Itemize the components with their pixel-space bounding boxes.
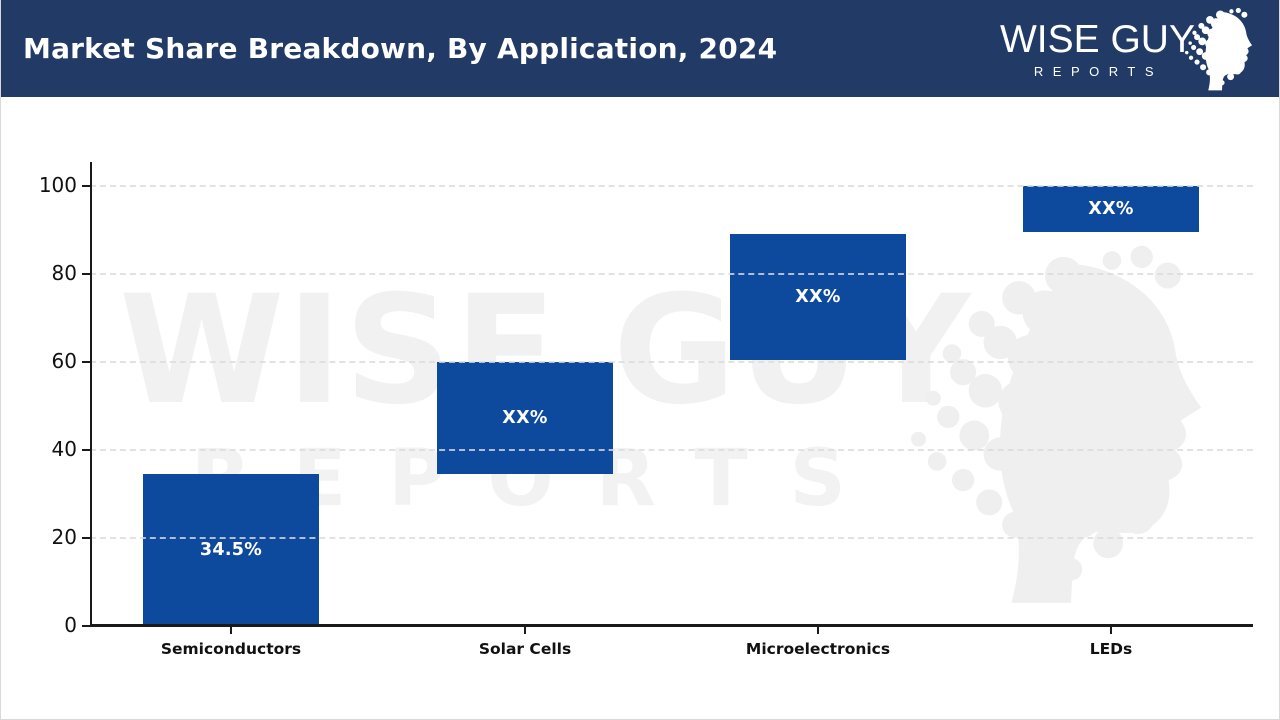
category-label-solar-cells: Solar Cells bbox=[478, 640, 572, 658]
header: Market Share Breakdown, By Application, … bbox=[1, 0, 1279, 97]
x-tick-mark-solar-cells bbox=[524, 627, 526, 634]
y-axis-line bbox=[90, 162, 92, 627]
x-axis-line bbox=[90, 624, 1253, 627]
bar-value-label-solar-cells: XX% bbox=[502, 408, 548, 429]
bar-value-label-leds: XX% bbox=[1088, 199, 1134, 220]
gridline-60 bbox=[90, 361, 1253, 363]
gridline-100 bbox=[90, 185, 1253, 187]
wiseguy-logo: WISE GUY REPORTS bbox=[1000, 7, 1265, 93]
page-title: Market Share Breakdown, By Application, … bbox=[23, 32, 778, 65]
y-tick-label-40: 40 bbox=[51, 437, 77, 461]
wiseguy-logo-text: WISE GUY REPORTS bbox=[1000, 20, 1195, 79]
bar-semiconductors: 34.5% bbox=[143, 474, 319, 626]
x-tick-mark-semiconductors bbox=[230, 627, 232, 634]
wiseguy-logo-wordmark: WISE GUY bbox=[999, 18, 1195, 61]
y-tick-label-60: 60 bbox=[51, 349, 77, 373]
gridline-80 bbox=[90, 273, 1253, 275]
y-tick-mark-80 bbox=[82, 273, 90, 275]
y-tick-mark-0 bbox=[82, 625, 90, 627]
y-tick-mark-20 bbox=[82, 537, 90, 539]
category-label-microelectronics: Microelectronics bbox=[745, 640, 891, 658]
gridline-40 bbox=[90, 449, 1253, 451]
gridline-20 bbox=[90, 537, 1253, 539]
category-label-semiconductors: Semiconductors bbox=[160, 640, 302, 658]
y-tick-label-20: 20 bbox=[51, 525, 77, 549]
bar-value-label-microelectronics: XX% bbox=[795, 287, 841, 308]
bar-leds: XX% bbox=[1023, 186, 1199, 233]
wiseguy-logo-sub-wordmark: REPORTS bbox=[1033, 64, 1164, 79]
bar-microelectronics: XX% bbox=[730, 234, 906, 360]
y-tick-mark-60 bbox=[82, 361, 90, 363]
y-tick-mark-40 bbox=[82, 449, 90, 451]
x-tick-mark-leds bbox=[1110, 627, 1112, 634]
y-tick-label-100: 100 bbox=[38, 173, 77, 197]
x-tick-mark-microelectronics bbox=[817, 627, 819, 634]
y-tick-label-80: 80 bbox=[51, 261, 77, 285]
category-label-leds: LEDs bbox=[1089, 640, 1133, 658]
y-tick-label-0: 0 bbox=[64, 613, 77, 637]
y-tick-mark-100 bbox=[82, 185, 90, 187]
bar-solar-cells: XX% bbox=[437, 362, 613, 475]
bar-value-label-semiconductors: 34.5% bbox=[199, 540, 263, 561]
